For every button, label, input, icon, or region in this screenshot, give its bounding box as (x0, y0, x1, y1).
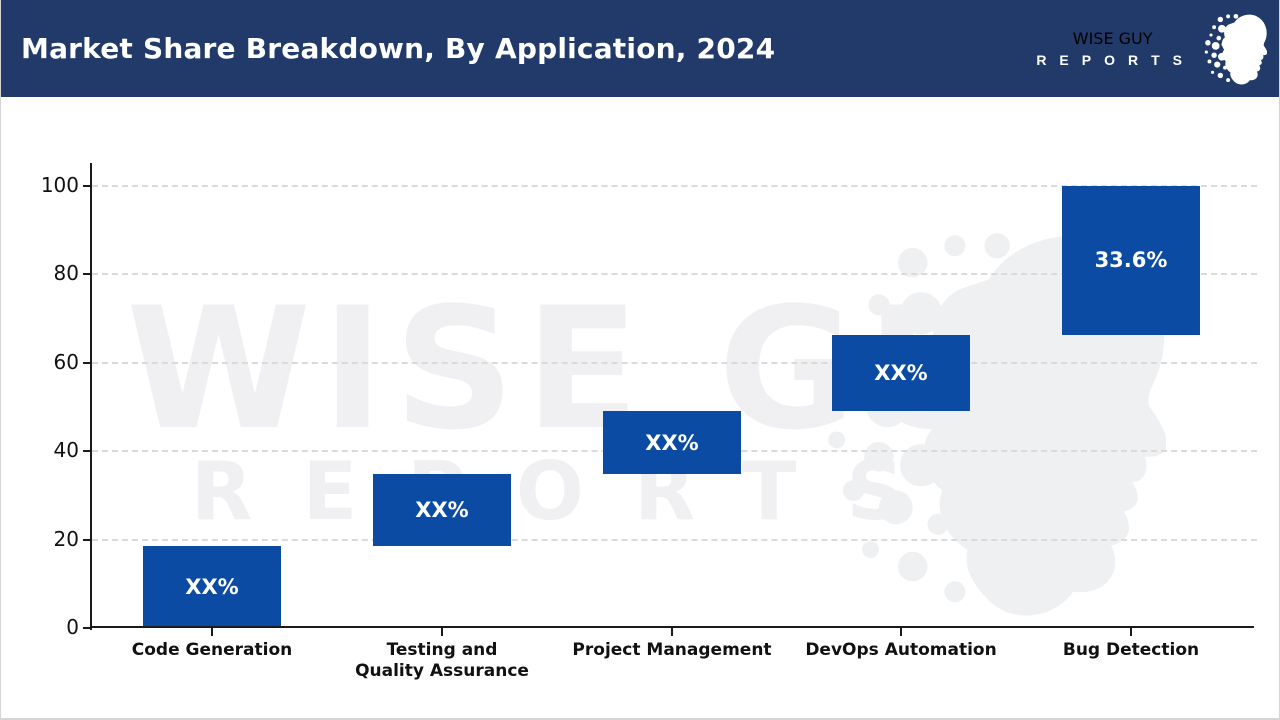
x-axis-label-line: Project Management (572, 640, 772, 660)
y-tick-label: 0 (66, 615, 79, 639)
wise-guy-logo: WISE GUY REPORTS (1030, 10, 1267, 88)
bar: XX% (373, 473, 511, 546)
gridline (92, 185, 1257, 187)
x-axis-label: Testing and Quality Assurance (327, 640, 557, 682)
x-axis-label-line: Code Generation (131, 640, 293, 660)
bar: XX% (603, 411, 741, 474)
x-axis-label-line: Bug Detection (1062, 640, 1200, 660)
y-tick-label: 100 (40, 173, 79, 197)
x-axis-tick (211, 628, 213, 636)
x-axis-line (90, 626, 1254, 628)
y-tick-label: 60 (53, 349, 79, 374)
head-profile-dots-icon (1204, 13, 1267, 84)
y-axis-tick (83, 361, 90, 364)
watermark-reports: REPORTS (191, 445, 955, 538)
y-axis-line (90, 163, 92, 630)
y-axis-tick (83, 627, 90, 629)
y-tick-label: 80 (53, 261, 79, 286)
page-title: Market Share Breakdown, By Application, … (21, 32, 776, 65)
y-axis-tick (83, 450, 90, 453)
y-tick-label: 40 (53, 438, 79, 463)
x-axis-label-line: Testing and (386, 640, 498, 660)
y-axis-tick (83, 538, 90, 541)
bar-value-label: XX% (185, 574, 239, 599)
logo-wordmark: WISE GUY REPORTS (1030, 28, 1195, 68)
x-axis-label: DevOps Automation (786, 640, 1016, 661)
bar: XX% (143, 545, 281, 628)
bar-value-label: XX% (645, 430, 699, 455)
y-axis-tick (83, 185, 90, 187)
gridline (92, 538, 1257, 541)
x-axis-label-line: Quality Assurance (355, 661, 529, 681)
header-bar: Market Share Breakdown, By Application, … (1, 0, 1279, 97)
y-tick-label: 20 (53, 526, 79, 551)
x-axis-label: Bug Detection (1016, 640, 1246, 661)
x-axis-tick (671, 628, 673, 636)
bar-value-label: XX% (415, 497, 469, 522)
bar: XX% (832, 334, 970, 412)
x-axis-label: Code Generation (97, 640, 327, 661)
gridline (92, 361, 1257, 364)
bar-value-label: XX% (874, 360, 928, 385)
x-axis-label-line: DevOps Automation (805, 640, 997, 660)
x-axis-label: Project Management (557, 640, 787, 661)
bar-value-label: 33.6% (1094, 248, 1168, 273)
x-axis-tick (441, 628, 443, 636)
x-axis-tick (1130, 628, 1132, 636)
y-axis-tick (83, 273, 90, 276)
bar: 33.6% (1062, 186, 1200, 335)
gridline (92, 273, 1257, 276)
logo-line1: WISE GUY (1072, 28, 1153, 48)
x-axis-tick (900, 628, 902, 636)
logo-line2: REPORTS (1036, 51, 1195, 68)
